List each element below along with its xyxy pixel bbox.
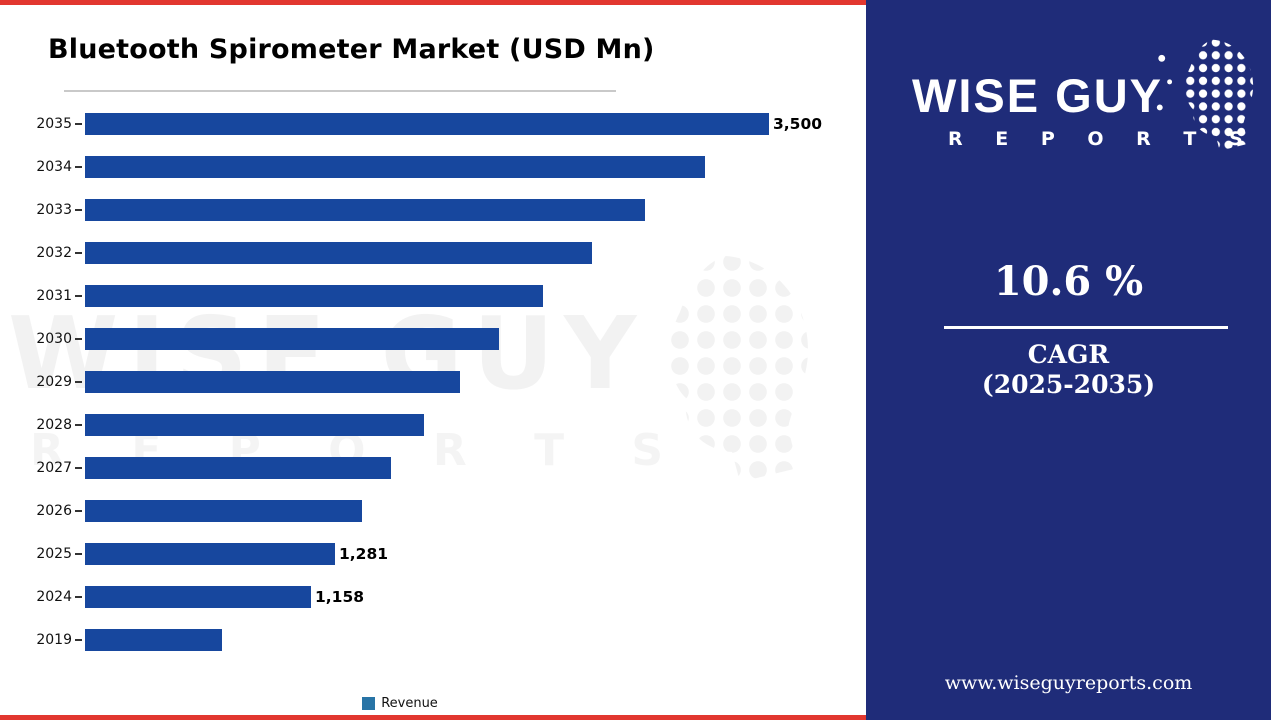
y-axis-tick [75,467,82,469]
chart-panel: Bluetooth Spirometer Market (USD Mn) WIS… [0,0,866,720]
revenue-bar [85,543,335,565]
revenue-bar [85,328,499,350]
revenue-bar [85,371,460,393]
bar-row: 2028 [32,413,852,437]
y-axis-tick-label: 2033 [36,202,72,218]
logo-subtitle: R E P O R T S [948,128,1256,150]
y-axis-tick-label: 2032 [36,245,72,261]
revenue-bar [85,586,311,608]
bar-row: 2032 [32,241,852,265]
y-axis-tick-label: 2019 [36,632,72,648]
bar-row: 2026 [32,499,852,523]
bottom-accent-line [0,715,866,720]
cagr-period-text: (2025-2035) [981,370,1156,399]
website-url: www.wiseguyreports.com [944,672,1193,694]
revenue-bar [85,285,543,307]
y-axis-tick-label: 2035 [36,116,72,132]
bar-row: 2034 [32,155,852,179]
y-axis-tick [75,338,82,340]
bar-row: 2030 [32,327,852,351]
y-axis-tick-label: 2030 [36,331,72,347]
revenue-bar [85,414,424,436]
revenue-bar [85,629,222,651]
y-axis-tick-label: 2025 [36,546,72,562]
y-axis-tick [75,596,82,598]
cagr-divider [944,326,1228,329]
bar-row: 2033 [32,198,852,222]
cagr-value: 10.6 % [993,258,1144,305]
y-axis-tick [75,123,82,125]
chart-title: Bluetooth Spirometer Market (USD Mn) [48,34,655,65]
y-axis-tick [75,166,82,168]
revenue-bar [85,500,362,522]
plot-area: 2035 3,500 2034 2033 2032 2031 2030 2029 2028 202… [32,112,852,652]
bar-value-label: 3,500 [773,115,823,133]
y-axis-tick [75,252,82,254]
y-axis-tick-label: 2024 [36,589,72,605]
bar-value-label: 1,281 [339,545,389,563]
y-axis-tick-label: 2027 [36,460,72,476]
bar-row: 2024 1,158 [32,585,852,609]
cagr-label: CAGR (2025-2035) [866,340,1271,400]
sidebar: WISE GUY R E P O R T S 10.6 % [866,0,1271,720]
y-axis-tick-label: 2031 [36,288,72,304]
wise-guy-reports-logo: WISE GUY R E P O R T S [912,39,1256,182]
top-accent-line [0,0,866,5]
bar-row: 2035 3,500 [32,112,852,136]
legend: Revenue [0,696,800,711]
revenue-bar [85,156,705,178]
y-axis-tick-label: 2034 [36,159,72,175]
legend-swatch-revenue [362,697,376,710]
legend-label-revenue: Revenue [381,696,438,711]
bar-value-label: 1,158 [315,588,365,606]
bar-row: 2031 [32,284,852,308]
title-divider [64,90,616,92]
revenue-bar [85,242,592,264]
y-axis-tick [75,639,82,641]
revenue-bar [85,457,391,479]
bar-row: 2019 [32,628,852,652]
cagr-label-text: CAGR [1027,340,1110,369]
y-axis-tick-label: 2029 [36,374,72,390]
bar-row: 2027 [32,456,852,480]
y-axis-tick [75,424,82,426]
bar-row: 2029 [32,370,852,394]
y-axis-tick [75,209,82,211]
y-axis-tick [75,553,82,555]
y-axis-tick [75,295,82,297]
bar-row: 2025 1,281 [32,542,852,566]
y-axis-tick [75,381,82,383]
logo-wordmark: WISE GUY [912,69,1164,122]
y-axis-tick-label: 2026 [36,503,72,519]
revenue-bar [85,113,769,135]
revenue-bar [85,199,645,221]
y-axis-tick [75,510,82,512]
y-axis-tick-label: 2028 [36,417,72,433]
logo-head-icon [1156,39,1254,151]
